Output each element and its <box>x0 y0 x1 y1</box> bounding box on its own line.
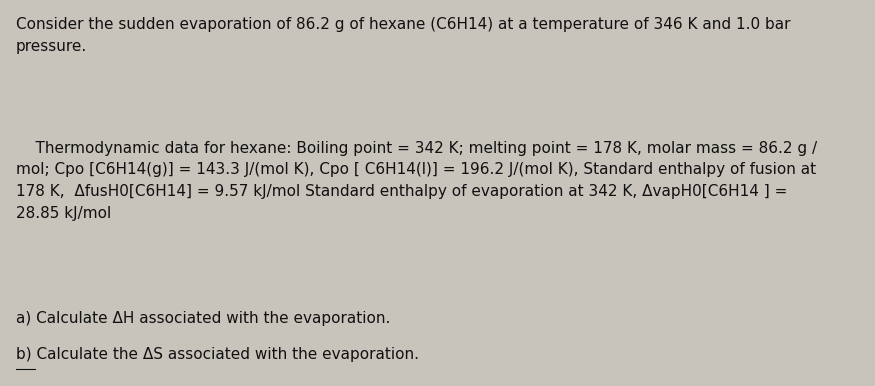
Text: Thermodynamic data for hexane: Boiling point = 342 K; melting point = 178 K, mol: Thermodynamic data for hexane: Boiling p… <box>16 141 817 221</box>
Text: b) Calculate the ΔS associated with the evaporation.: b) Calculate the ΔS associated with the … <box>16 347 419 362</box>
Text: Consider the sudden evaporation of 86.2 g of hexane (C6H14) at a temperature of : Consider the sudden evaporation of 86.2 … <box>16 17 790 54</box>
Text: a) Calculate ΔH associated with the evaporation.: a) Calculate ΔH associated with the evap… <box>16 311 390 326</box>
